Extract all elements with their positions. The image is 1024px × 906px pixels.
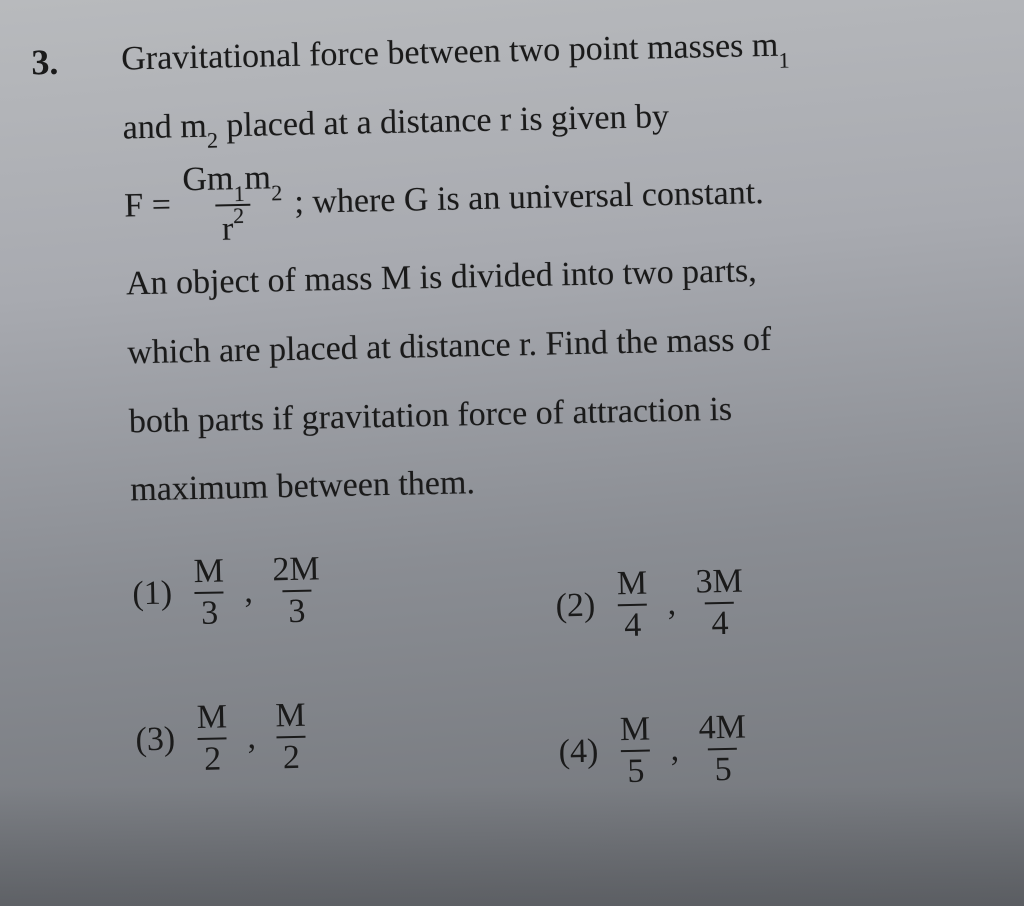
fraction: 2M 3 (266, 552, 327, 629)
fraction: 4M 5 (692, 710, 753, 787)
text-fragment: m (244, 160, 271, 198)
fraction-denominator: 3 (282, 589, 312, 629)
option-4: (4) M 5 , 4M 5 (558, 705, 991, 790)
fraction-denominator: 4 (705, 602, 735, 642)
text-line: Gravitational force between two point ma… (121, 10, 976, 92)
fraction: M 2 (190, 700, 234, 777)
text-fragment: Gm (182, 160, 234, 198)
text-line: and m2 placed at a distance r is given b… (122, 78, 977, 160)
fraction-denominator: 2 (198, 737, 228, 777)
question-block: 3. Gravitational force between two point… (0, 0, 1024, 832)
fraction: M 2 (269, 698, 313, 775)
option-2: (2) M 4 , 3M 4 (555, 559, 988, 644)
fraction-numerator: 3M (689, 564, 749, 602)
text-fragment: placed at a distance r is given by (217, 98, 669, 144)
superscript: 2 (233, 203, 245, 228)
fraction: Gm1m2 r2 (176, 161, 289, 248)
fraction-numerator: 4M (692, 710, 752, 748)
fraction-numerator: M (610, 566, 653, 604)
fraction-denominator: 5 (621, 749, 651, 789)
text-line: which are placed at distance r. Find the… (127, 304, 982, 386)
option-label: (2) (555, 586, 595, 625)
formula-lhs: F = (124, 173, 172, 239)
fraction-numerator: Gm1m2 (176, 161, 288, 205)
option-1: (1) M 3 , 2M 3 (131, 527, 526, 653)
question-number: 3. (31, 41, 59, 84)
options-grid: (1) M 3 , 2M 3 (2) M 4 , 3M 4 (3) (131, 517, 990, 799)
text-line: maximum between them. (130, 441, 985, 523)
text-fragment: r (222, 211, 234, 248)
formula-line: F = Gm1m2 r2 ; where G is an universal c… (123, 147, 979, 249)
fraction-denominator: 4 (618, 603, 648, 643)
fraction: M 5 (614, 712, 658, 789)
fraction-denominator: r2 (216, 204, 251, 247)
fraction: M 3 (187, 554, 231, 631)
fraction: 3M 4 (689, 564, 750, 641)
text-line: An object of mass M is divided into two … (125, 235, 980, 317)
option-label: (1) (132, 574, 172, 613)
option-3: (3) M 2 , M 2 (134, 673, 529, 799)
fraction-denominator: 2 (276, 736, 306, 776)
question-text: Gravitational force between two point ma… (121, 10, 985, 524)
fraction: M 4 (610, 566, 654, 643)
text-fragment: Gravitational force between two point ma… (121, 27, 779, 78)
subscript: 2 (271, 180, 283, 205)
subscript: 2 (207, 128, 219, 153)
subscript: 1 (778, 47, 790, 72)
fraction-numerator: M (269, 698, 312, 736)
text-fragment: ; where G is an universal constant. (294, 161, 765, 235)
fraction-numerator: M (187, 554, 230, 592)
text-line: both parts if gravitation force of attra… (128, 372, 983, 454)
fraction-numerator: 2M (266, 552, 326, 590)
fraction-numerator: M (190, 700, 233, 738)
text-fragment: and m (122, 107, 207, 146)
fraction-denominator: 5 (708, 748, 738, 788)
option-label: (3) (135, 720, 175, 759)
fraction-denominator: 3 (195, 591, 225, 631)
option-label: (4) (558, 732, 598, 771)
fraction-numerator: M (614, 712, 657, 750)
